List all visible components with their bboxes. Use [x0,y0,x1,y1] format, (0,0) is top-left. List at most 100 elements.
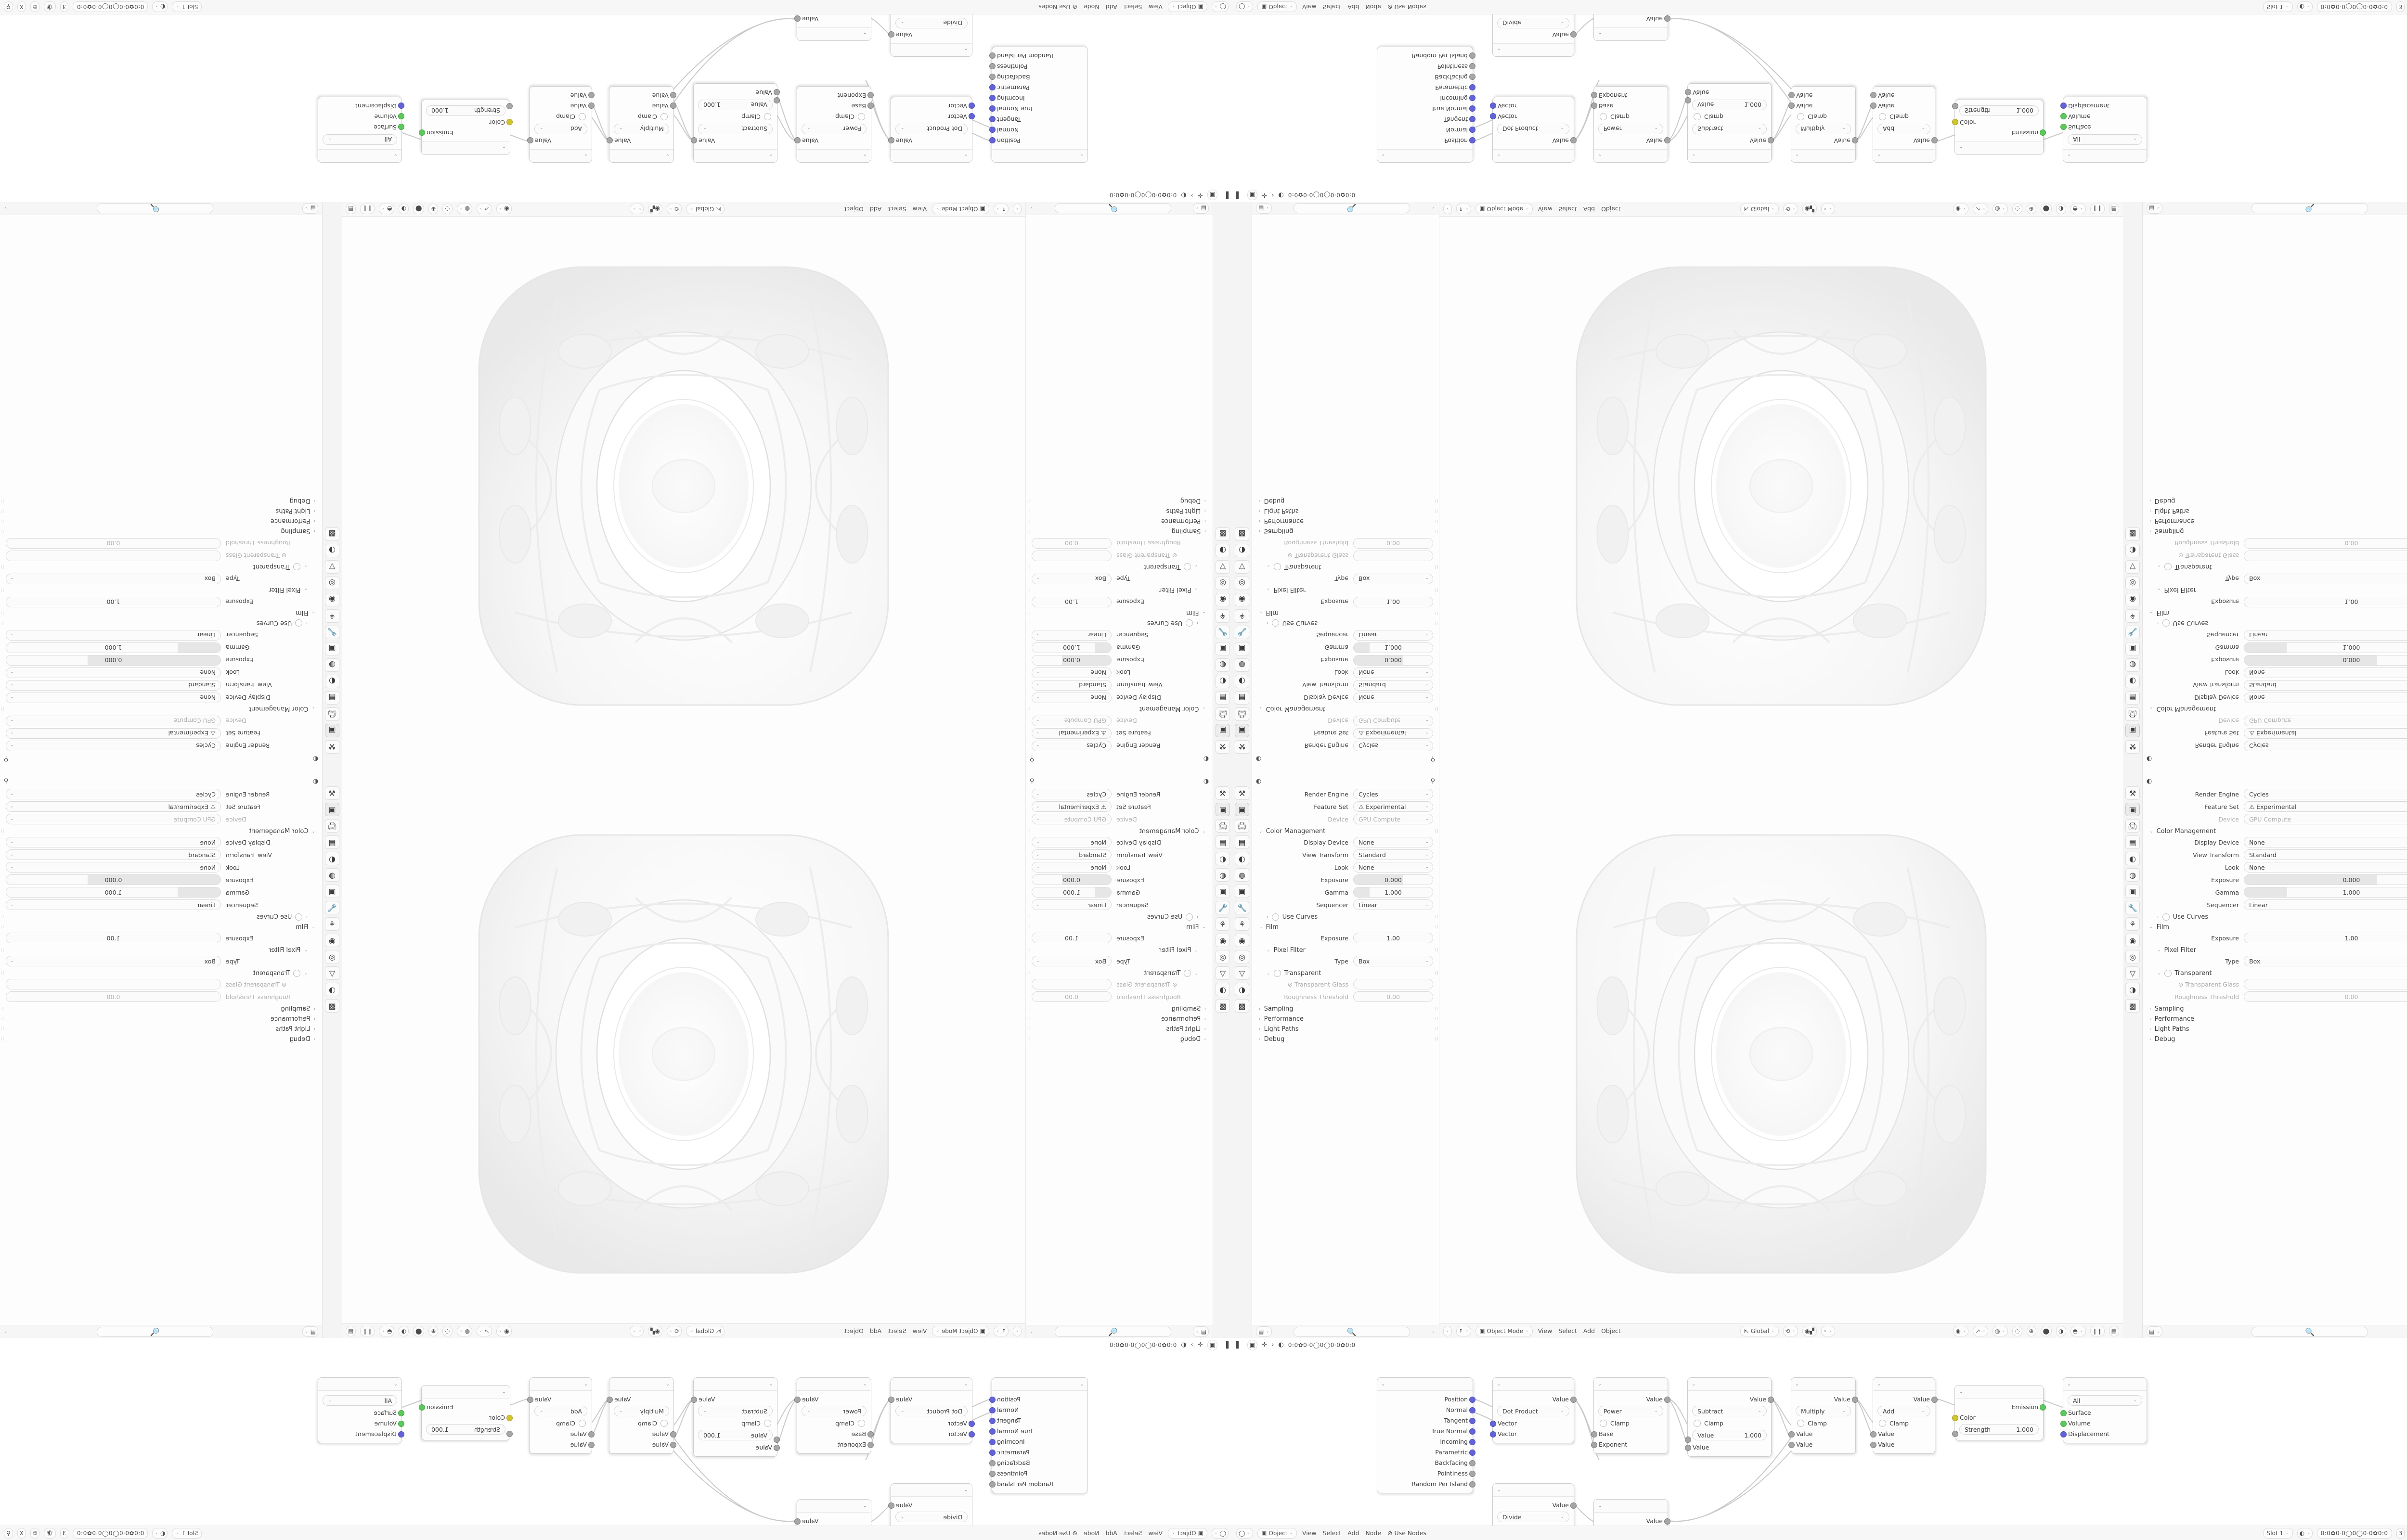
properties-section-debug[interactable]: ›Debug⁞⁞ [2149,497,2407,504]
node-operation-dropdown[interactable]: All ⌄ [323,1395,397,1406]
property-value-field[interactable]: 1.000 [1353,642,1433,653]
property-value-field[interactable]: 0.00 [1353,538,1433,549]
property-row[interactable]: Gamma 1.000 [1252,642,1433,654]
properties-tab-view-layer-icon[interactable]: ▤ [325,691,339,705]
node-socket[interactable] [1469,1428,1475,1435]
node-operation-dropdown[interactable]: Add ⌄ [1877,124,1930,134]
pin-icon[interactable]: ⚲ [1430,755,1435,763]
node-socket[interactable] [1664,1396,1670,1403]
node-power[interactable]: ⌄ Value Power ⌄ Clamp Base Exponent [794,86,874,163]
xray-toggle-icon[interactable]: ◌ [2012,204,2022,215]
node-socket-row[interactable]: Normal [1377,125,1475,136]
node-value-row[interactable]: Value 1.000 [1685,97,1771,110]
properties-tab-output-icon[interactable]: 🖨 [325,707,339,721]
property-value-field[interactable]: 0.000 [1032,655,1112,666]
node-socket-row[interactable]: Value [530,90,595,101]
node-value-row[interactable]: Strength 1.000 [1952,1424,2043,1437]
viewport-visibility-icon[interactable]: ◉ ⌄ [496,204,512,215]
node-socket-row[interactable]: Value [1594,14,1670,25]
node-subtract[interactable]: ⌄ Value Subtract ⌄ Clamp Value 1.000 Value [691,83,780,163]
node-operation-dropdown[interactable]: All ⌄ [323,134,397,145]
properties-section-light-paths[interactable]: ›Light Paths⁞⁞ [1259,507,1439,514]
clamp-checkbox[interactable]: Clamp [1688,112,1771,122]
node-socket[interactable] [1490,1431,1496,1437]
pin-icon[interactable]: ⚲ [1430,777,1435,785]
node-socket[interactable] [989,1407,996,1413]
viewport-canvas[interactable] [342,770,1025,1338]
menu-view[interactable]: View [1148,1529,1163,1537]
node-header[interactable]: ⌄ [609,149,673,162]
property-value-field[interactable]: Cycles⌄ [2244,789,2407,799]
checkbox-box[interactable] [1797,113,1804,121]
proportional-edit-icon[interactable]: ◉▞ [648,204,662,215]
node-operation-dropdown[interactable]: Multiply ⌄ [614,124,669,134]
properties-section-light-paths[interactable]: ›Light Paths⁞⁞ [1026,1026,1206,1033]
property-value-field[interactable]: 0.000 [2244,655,2407,666]
node-socket-row[interactable]: True Normal [1377,1425,1475,1436]
node-socket[interactable] [1469,105,1475,112]
chevron-down-icon[interactable]: ⌄ [1497,1487,1501,1493]
transform-orientation-dropdown[interactable]: ⇱ Global ⌄ [686,1325,725,1336]
property-value-field[interactable]: Linear⌄ [2244,630,2407,641]
chevron-down-icon[interactable]: ⌄ [863,1381,867,1387]
chevron-down-icon[interactable]: ⌄ [1877,153,1881,159]
property-value-field[interactable]: None⌄ [2244,693,2407,703]
value-field[interactable]: Value 1.000 [1692,100,1767,110]
properties-tab-view-layer-icon[interactable]: ▤ [2125,691,2140,705]
property-row[interactable]: Feature Set⚠ Experimental⌄ [6,801,322,812]
checkbox-box[interactable] [858,1419,865,1427]
node-socket[interactable] [989,137,996,144]
node-socket-row[interactable]: Surface [2060,122,2147,133]
property-row[interactable]: Gamma 1.000 [2143,642,2407,654]
property-row[interactable]: ⊘ Transparent Glass [1032,550,1213,562]
proportional-falloff-icon[interactable]: ◦ ⌄ [1821,1325,1835,1336]
viewport-canvas[interactable] [342,202,1025,770]
properties-section-light-paths[interactable]: ›Light Paths⁞⁞ [1026,507,1206,514]
property-row[interactable]: Roughness Threshold 0.00 [1252,538,1433,549]
chevron-down-icon[interactable]: ⌄ [1959,1389,1963,1395]
properties-tab-constraint-icon[interactable]: ◎ [325,950,339,963]
object-mode-dropdown[interactable]: ▣ Object Mode ⌄ [932,1325,989,1336]
section-checkbox[interactable] [293,563,301,570]
node-socket[interactable] [1490,103,1496,109]
node-socket-row[interactable]: Backfacing [989,1457,1087,1468]
properties-section-debug[interactable]: ›Debug⁞⁞ [1026,1036,1206,1043]
search-input[interactable]: 🔍 [1055,203,1172,214]
node-socket-row[interactable]: Parametric [989,83,1087,93]
section-checkbox[interactable] [2162,619,2170,627]
properties-section-pixel-filter[interactable]: ⌄Pixel Filter⁞⁞ [1026,586,1198,593]
node-socket[interactable] [2060,1420,2067,1427]
properties-tab-strip[interactable]: ⚒ ▣ 🖨 ▤ ◐ ◍ ▣ 🔧 ⚘ ◉ ◎ ▽ ◑ ▩ [1213,202,1232,770]
properties-tab-material-icon[interactable]: ◑ [2125,983,2140,996]
properties-section-light-paths[interactable]: ›Light Paths⁞⁞ [2149,507,2407,514]
property-value-field[interactable]: ⚠ Experimental⌄ [1353,801,1433,812]
properties-section-film[interactable]: ⌄Film⁞⁞ [1259,609,1439,616]
property-value-field[interactable]: 1.000 [1353,887,1433,898]
node-socket-row[interactable]: Exponent [797,90,874,101]
property-value-field[interactable]: ⚠ Experimental⌄ [6,728,221,739]
node-socket-row[interactable]: Value [794,14,871,25]
node-socket-row[interactable]: Value [888,1500,972,1510]
property-row[interactable]: Exposure 0.000 [1032,874,1213,886]
node-header[interactable]: ⌄ [1594,149,1668,162]
node-socket-row[interactable]: Value [1493,30,1577,40]
viewport-options-icon[interactable]: ▤ [2109,1325,2119,1336]
chevron-down-icon[interactable]: ⌄ [393,153,398,159]
properties-section-pixel-filter[interactable]: ⌄Pixel Filter⁞⁞ [1267,947,1439,954]
properties-section-sampling[interactable]: ›Sampling⁞⁞ [0,527,315,535]
node-socket-row[interactable]: Backfacing [1377,72,1475,83]
property-value-field[interactable]: Cycles⌄ [6,741,221,751]
node-operation-dropdown[interactable]: Power ⌄ [802,1406,867,1416]
node-copy-icon[interactable]: ⧉ [30,1527,39,1539]
node-header[interactable]: ⌄ [1594,1500,1668,1513]
node-unlink-icon[interactable]: X [17,1527,26,1539]
node-pin-icon[interactable]: ⚲ [4,1527,13,1539]
